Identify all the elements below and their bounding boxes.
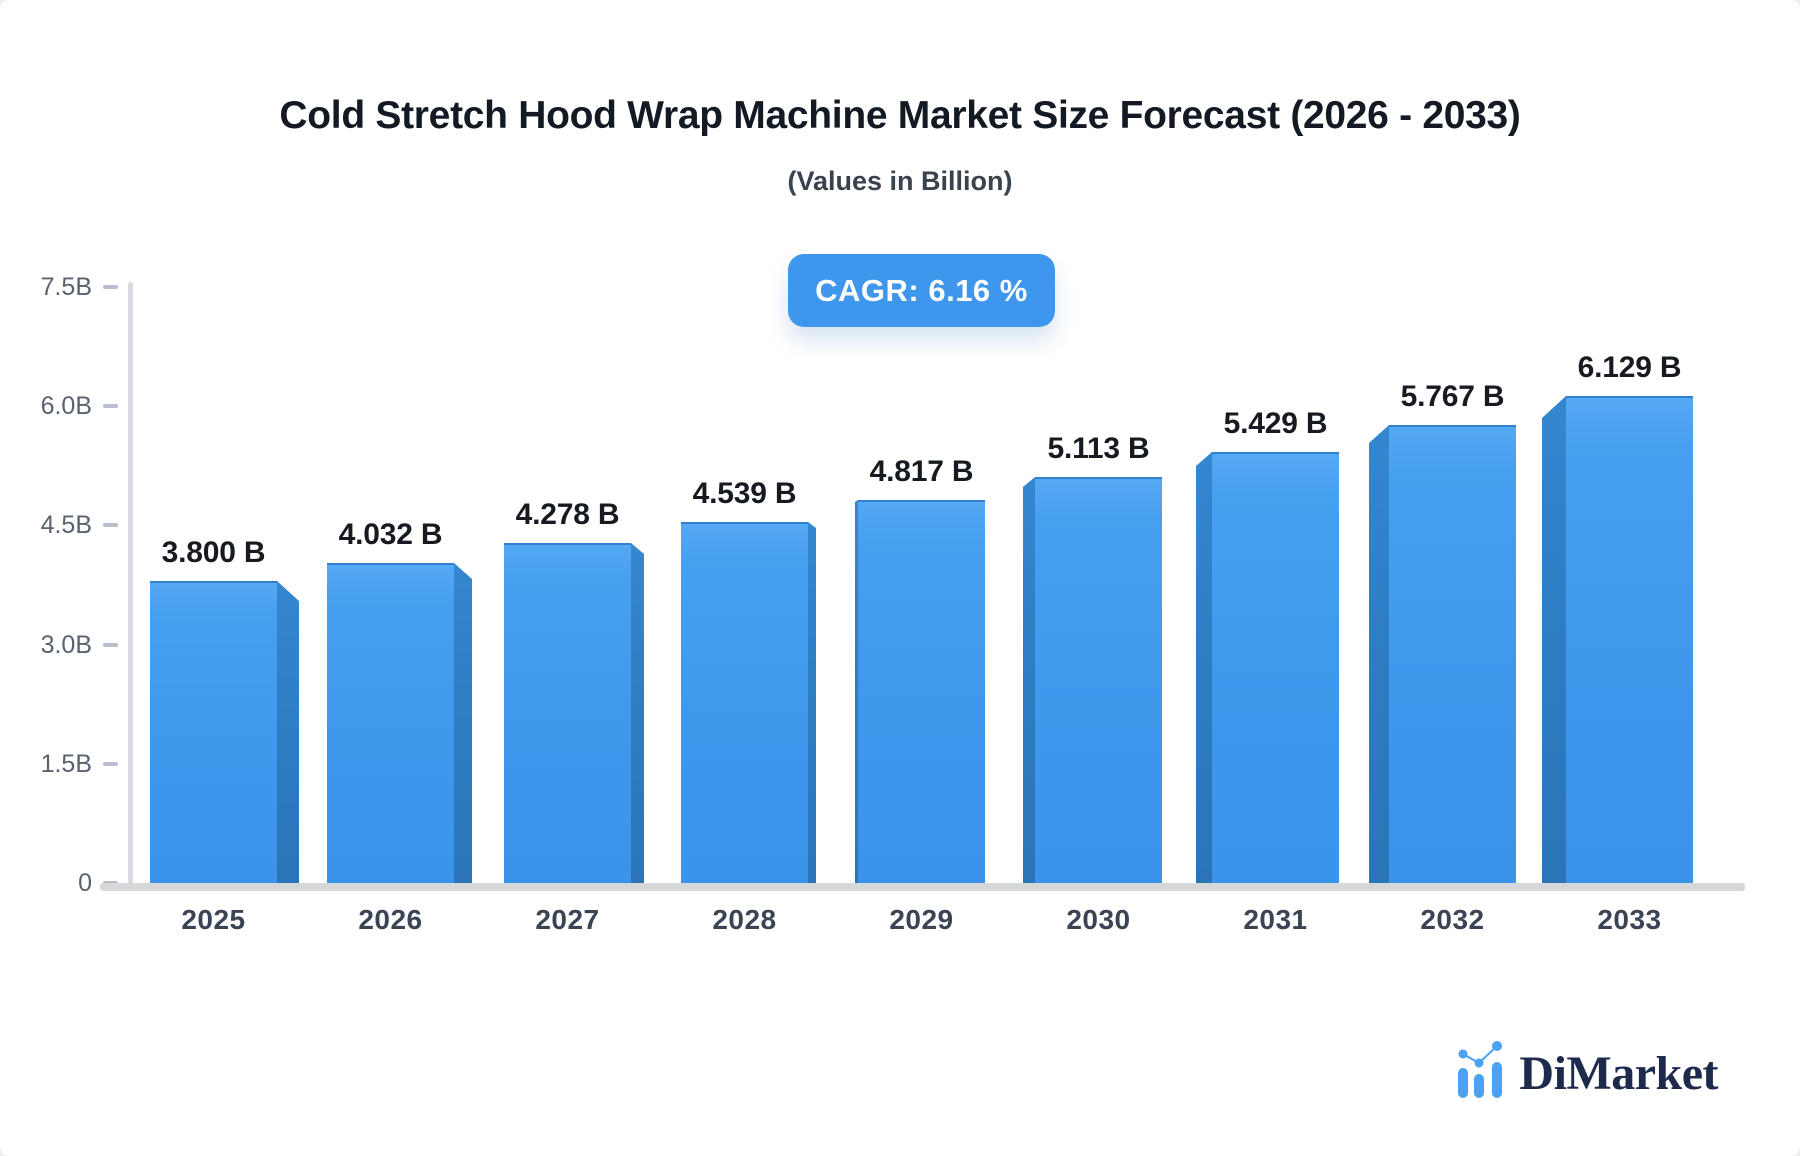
x-axis-baseline: [100, 883, 1745, 891]
bar: [150, 581, 277, 883]
bar: [504, 543, 631, 883]
x-axis-label: 2029: [889, 904, 954, 935]
bar-side-face: [1369, 425, 1389, 883]
bar-value-label: 5.767 B: [1400, 380, 1505, 413]
bar: [1566, 396, 1693, 883]
cagr-badge: CAGR: 6.16 %: [788, 254, 1055, 327]
bar-side-face: [1196, 452, 1212, 883]
y-axis-tick: [103, 285, 118, 289]
bar-value-label: 4.817 B: [869, 455, 974, 488]
bar: [1212, 452, 1339, 883]
bar-value-label: 3.800 B: [161, 536, 266, 569]
bar-side-face: [1542, 396, 1566, 883]
bar: [858, 500, 985, 883]
y-axis-line: [128, 282, 133, 887]
y-axis-tick: [103, 404, 118, 409]
bar-side-face: [855, 500, 858, 883]
x-axis-label: 2026: [358, 904, 423, 935]
bar: [1035, 477, 1162, 883]
bar-side-face: [1023, 477, 1035, 883]
y-axis-tick: [103, 642, 118, 647]
bar-chart-trend-icon: [1458, 1041, 1503, 1098]
x-axis-label: 2031: [1243, 904, 1308, 935]
cagr-badge-label: CAGR: 6.16 %: [815, 272, 1028, 308]
bar-value-label: 4.032 B: [338, 518, 443, 551]
bar-side-face: [277, 581, 299, 883]
bar: [327, 563, 454, 883]
bar: [1389, 425, 1516, 883]
bar-value-label: 6.129 B: [1577, 351, 1682, 384]
chart-subtitle: (Values in Billion): [787, 166, 1013, 196]
x-axis-label: 2025: [181, 904, 246, 935]
brand-logo-text: DiMarket: [1519, 1047, 1718, 1100]
y-axis-tick: [103, 523, 118, 528]
bar-side-face: [808, 522, 816, 883]
x-axis-label: 2033: [1597, 904, 1662, 935]
chart-title: Cold Stretch Hood Wrap Machine Market Si…: [279, 94, 1521, 137]
bar-value-label: 4.278 B: [515, 498, 620, 531]
x-axis-label: 2030: [1066, 904, 1131, 935]
x-axis-label: 2027: [535, 904, 600, 935]
brand-logo: DiMarket: [1455, 1038, 1718, 1098]
y-axis-tick: [103, 761, 118, 766]
y-axis-label: 1.5B: [40, 749, 92, 778]
y-axis-label: 0: [78, 869, 92, 897]
bar-side-face: [631, 543, 644, 883]
x-axis-label: 2032: [1420, 904, 1485, 935]
bar-value-label: 5.429 B: [1223, 407, 1328, 440]
y-axis-label: 7.5B: [40, 273, 92, 301]
bar: [681, 522, 808, 883]
y-axis-label: 6.0B: [40, 392, 92, 421]
x-axis-label: 2028: [712, 904, 777, 935]
y-axis-label: 3.0B: [40, 630, 92, 659]
y-axis-label: 4.5B: [40, 511, 92, 540]
bar-value-label: 5.113 B: [1047, 432, 1150, 465]
bar-value-label: 4.539 B: [692, 477, 797, 510]
bar-side-face: [454, 563, 472, 883]
